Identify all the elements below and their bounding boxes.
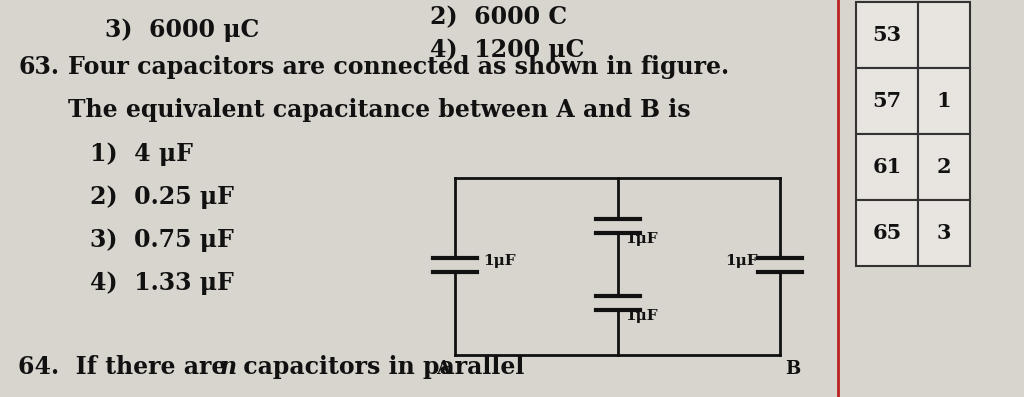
Text: 65: 65 xyxy=(872,223,901,243)
Text: 2: 2 xyxy=(937,157,951,177)
Text: 53: 53 xyxy=(872,25,901,45)
Text: 63.: 63. xyxy=(18,55,59,79)
Text: 3)  6000 μC: 3) 6000 μC xyxy=(105,18,259,42)
Text: 1μF: 1μF xyxy=(483,254,516,268)
Text: The equivalent capacitance between A and B is: The equivalent capacitance between A and… xyxy=(68,98,690,122)
Text: 1μF: 1μF xyxy=(626,309,658,324)
Text: A: A xyxy=(436,360,450,378)
Bar xyxy=(856,2,918,68)
Bar xyxy=(856,200,918,266)
Bar xyxy=(918,68,970,134)
Bar xyxy=(856,68,918,134)
Text: n: n xyxy=(220,355,238,379)
Text: 4)  1200 μC: 4) 1200 μC xyxy=(430,38,585,62)
Text: B: B xyxy=(785,360,800,378)
Text: 57: 57 xyxy=(872,91,901,111)
Bar xyxy=(918,2,970,68)
Text: 3)  0.75 μF: 3) 0.75 μF xyxy=(90,228,233,252)
Text: 1)  4 μF: 1) 4 μF xyxy=(90,142,193,166)
Text: 1: 1 xyxy=(937,91,951,111)
Text: 2)  0.25 μF: 2) 0.25 μF xyxy=(90,185,234,209)
Text: capacitors in parallel: capacitors in parallel xyxy=(234,355,524,379)
Text: 1μF: 1μF xyxy=(626,231,658,246)
Text: Four capacitors are connected as shown in figure.: Four capacitors are connected as shown i… xyxy=(68,55,729,79)
Text: 64.  If there are: 64. If there are xyxy=(18,355,234,379)
Text: 2)  6000 C: 2) 6000 C xyxy=(430,5,567,29)
Text: 3: 3 xyxy=(937,223,951,243)
Text: 4)  1.33 μF: 4) 1.33 μF xyxy=(90,271,233,295)
Bar xyxy=(856,134,918,200)
Bar xyxy=(918,200,970,266)
Text: 1μF: 1μF xyxy=(725,254,758,268)
Text: 61: 61 xyxy=(872,157,901,177)
Bar xyxy=(918,134,970,200)
